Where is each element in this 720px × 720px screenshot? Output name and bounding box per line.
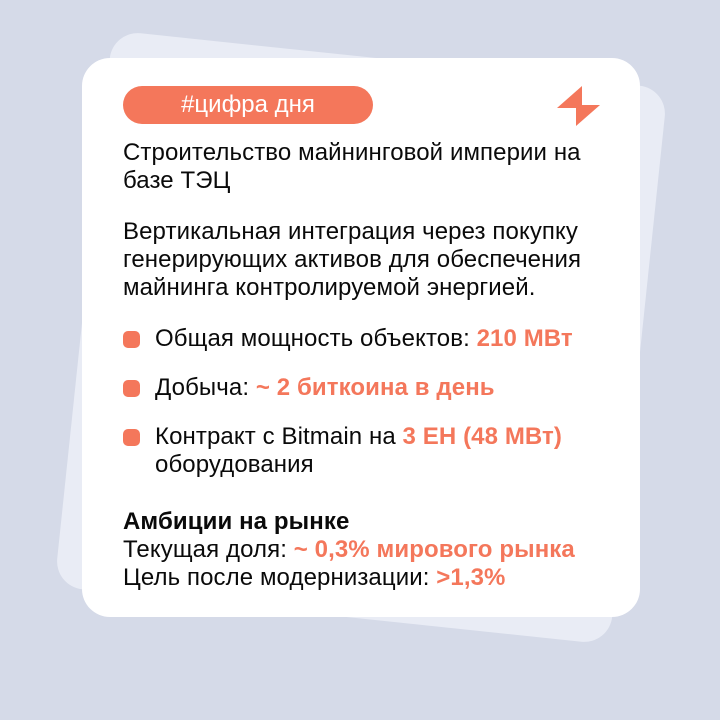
list-item-label: Контракт с Bitmain на [155,423,403,450]
hashtag-badge-label: #цифра дня [181,91,315,118]
list-item-suffix: оборудования [155,451,314,478]
list-item-value: 3 EH (48 МВт) [402,423,562,450]
market-ambitions-section: Амбиции на рынке Текущая доля: ~ 0,3% ми… [123,508,622,592]
hashtag-badge: #цифра дня [123,86,373,124]
list-item-value: 210 МВт [476,325,573,352]
list-item: Контракт с Bitmain на 3 EH (48 МВт) обор… [123,423,622,479]
infographic-card: #цифра дня Строительство майнинговой имп… [82,58,640,617]
list-item: Добыча: ~ 2 биткоина в день [123,374,622,402]
list-item-text: Общая мощность объектов: 210 МВт [155,325,573,353]
page-title: Строительство майнинговой империи на баз… [123,139,581,194]
list-item: Общая мощность объектов: 210 МВт [123,325,622,353]
bullet-marker-icon [123,380,140,397]
list-item-label: Общая мощность объектов: [155,325,477,352]
stat-value: ~ 0,3% мирового рынка [293,536,575,563]
stat-line-current-share: Текущая доля: ~ 0,3% мирового рынка [123,536,622,564]
stat-value: >1,3% [436,564,506,591]
bullet-marker-icon [123,331,140,348]
bullet-list: Общая мощность объектов: 210 МВт Добыча:… [123,325,622,479]
section-title: Амбиции на рынке [123,508,350,535]
list-item-value: ~ 2 биткоина в день [255,374,495,401]
card-header: #цифра дня [123,86,622,127]
list-item-text: Добыча: ~ 2 биткоина в день [155,374,495,402]
stat-label: Цель после модернизации: [123,564,437,591]
flash-icon [557,85,601,127]
list-item-label: Добыча: [155,374,256,401]
stat-label: Текущая доля: [123,536,294,563]
intro-paragraph: Вертикальная интеграция через покупку ге… [123,218,582,301]
stat-line-target-share: Цель после модернизации: >1,3% [123,564,622,592]
bullet-marker-icon [123,429,140,446]
list-item-text: Контракт с Bitmain на 3 EH (48 МВт) обор… [155,423,622,479]
